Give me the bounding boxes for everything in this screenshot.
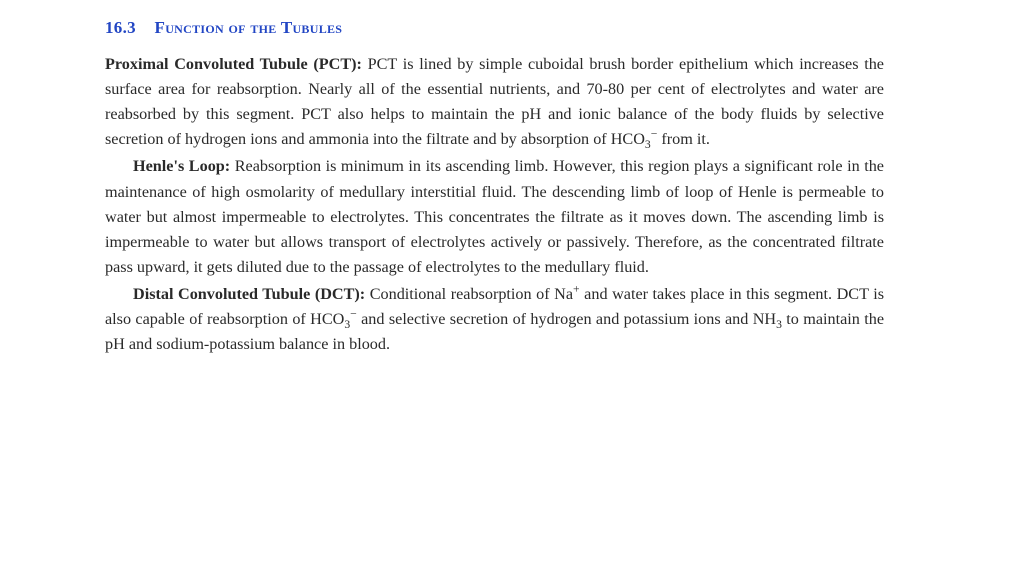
term-pct: Proximal Convoluted Tubule (PCT): xyxy=(105,55,362,73)
section-heading: 16.3 Function of the Tubules xyxy=(105,18,884,38)
dct-text-c: and selective secretion of hydrogen and … xyxy=(357,310,776,328)
pct-text-b: from it. xyxy=(657,130,710,148)
dct-text-a: Conditional reabsorption of Na xyxy=(365,285,573,303)
paragraph-dct: Distal Convoluted Tubule (DCT): Conditio… xyxy=(105,282,884,357)
term-dct: Distal Convoluted Tubule (DCT): xyxy=(133,285,365,303)
section-number: 16.3 xyxy=(105,18,136,38)
dct-sup-hco: − xyxy=(350,308,357,321)
paragraph-pct: Proximal Convoluted Tubule (PCT): PCT is… xyxy=(105,52,884,152)
section-title: Function of the Tubules xyxy=(155,18,343,37)
term-henle: Henle's Loop: xyxy=(133,157,230,175)
paragraph-henle: Henle's Loop: Reabsorption is minimum in… xyxy=(105,154,884,280)
dct-sup-na: + xyxy=(573,283,580,296)
page-content: 16.3 Function of the Tubules Proximal Co… xyxy=(0,0,1024,357)
